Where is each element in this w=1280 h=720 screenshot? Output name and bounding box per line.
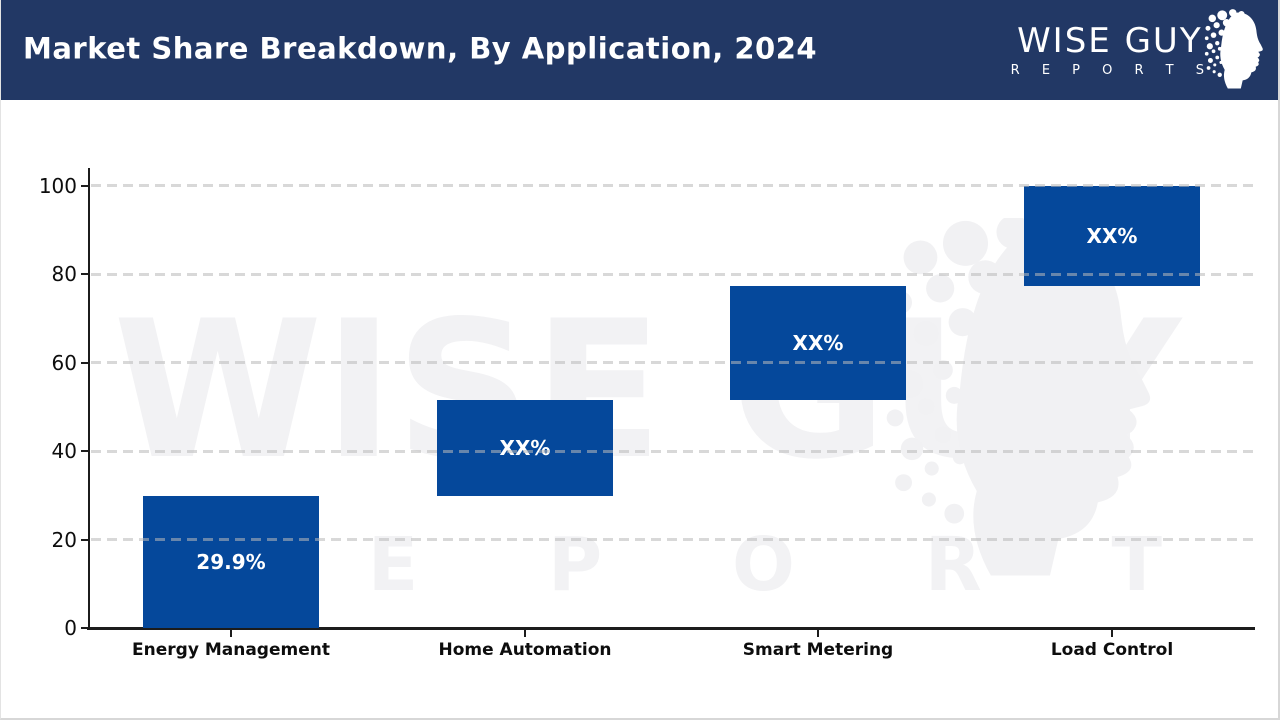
x-axis-tick — [817, 630, 819, 637]
waterfall-bar — [730, 285, 906, 400]
y-axis-tick-label: 80 — [51, 262, 77, 286]
y-axis-tick — [81, 538, 89, 541]
gridline — [91, 272, 1254, 276]
y-axis-tick — [81, 361, 89, 364]
x-axis-category-label: Smart Metering — [742, 640, 894, 660]
y-axis-line — [88, 168, 90, 630]
waterfall-bar — [437, 399, 613, 496]
x-axis-tick — [524, 630, 526, 637]
y-axis-tick-label: 0 — [64, 616, 77, 640]
bar-value-label: XX% — [1086, 223, 1138, 248]
y-axis-tick-label: 40 — [51, 439, 77, 463]
y-axis-tick — [81, 273, 89, 275]
brand-subtitle: R E P O R T S — [1010, 62, 1213, 78]
waterfall-bar — [143, 495, 319, 628]
chart-title: Market Share Breakdown, By Application, … — [23, 31, 818, 66]
y-axis-tick — [81, 450, 89, 452]
header: Market Share Breakdown, By Application, … — [1, 0, 1278, 100]
brand-head-icon — [1203, 8, 1265, 92]
x-axis-category-label: Energy Management — [132, 640, 330, 660]
y-axis-tick — [81, 627, 89, 629]
gridline — [91, 184, 1254, 187]
y-axis-tick-label: 100 — [38, 173, 77, 198]
x-axis-category-label: Home Automation — [438, 640, 612, 660]
y-axis-tick-label: 20 — [51, 527, 77, 552]
bar-value-label: 29.9% — [196, 549, 266, 574]
gridline — [91, 538, 1254, 541]
x-axis-line — [87, 627, 1255, 630]
waterfall-bar — [1024, 185, 1200, 286]
y-axis-tick-label: 60 — [51, 350, 77, 375]
x-axis-tick — [1111, 630, 1113, 637]
brand-name: WISE GUY — [1017, 20, 1203, 61]
x-axis-category-label: Load Control — [1050, 640, 1174, 660]
x-axis-tick — [230, 630, 232, 637]
y-axis-tick — [81, 184, 89, 187]
gridline — [91, 449, 1254, 453]
bar-value-label: XX% — [792, 330, 844, 355]
bar-value-label: XX% — [499, 435, 551, 460]
gridline — [91, 361, 1254, 364]
brand-logo: WISE GUY R E P O R T S — [1007, 8, 1265, 92]
brand-logo-text: WISE GUY R E P O R T S — [1007, 24, 1213, 77]
